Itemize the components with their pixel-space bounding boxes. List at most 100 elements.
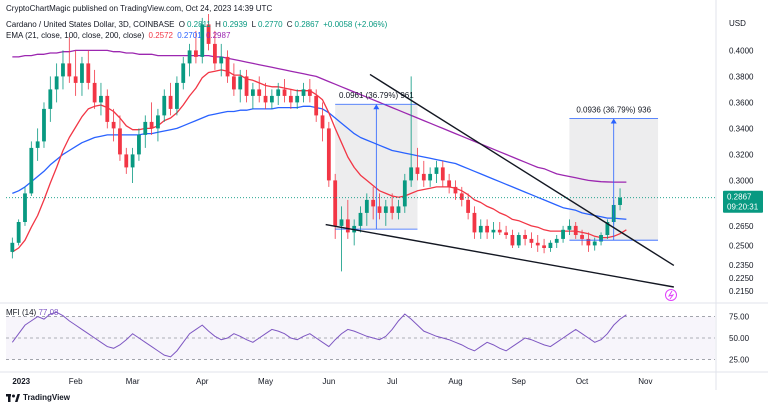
candle [301,82,306,103]
alert-icon[interactable] [665,289,677,301]
candle-body [194,50,198,57]
candle-body [23,193,27,222]
candle [383,199,388,226]
ema100-line [12,105,627,220]
candle-body [99,95,103,103]
alert-icon-bolt [667,290,675,300]
candle [213,30,217,70]
candle [371,186,376,220]
candle-body [402,180,407,207]
ema21-line [11,69,627,253]
candle-body [149,121,154,129]
candle-body [250,89,255,96]
candle-body [548,242,553,248]
candle [124,147,129,174]
candle [453,180,458,200]
candle-body [42,108,46,142]
candle [472,206,477,239]
candle-body [124,154,129,168]
candle [542,238,546,254]
y-tick-label: 0.3400 [729,124,754,133]
candle-body [35,141,40,148]
candle-body [92,82,97,103]
candle [187,43,192,77]
candle-body [440,167,445,181]
candle-body [73,76,78,83]
candle-body [156,115,160,129]
candle [105,89,110,129]
candle-body [187,50,192,64]
candle-body [497,229,502,233]
candle [529,232,534,248]
tradingview-logo-icon [6,393,20,402]
candle-body [466,199,471,213]
candle [497,222,502,235]
mfi-tick-label: 25.00 [729,355,750,364]
candle [320,102,325,142]
candle-body [86,63,91,83]
y-tick-label: 0.2150 [729,287,754,296]
candle-body [605,222,610,235]
candle [206,14,211,51]
mfi-legend[interactable]: MFI (14) 77.08 [6,308,59,317]
candle [390,193,395,220]
candle [54,63,59,103]
candle [307,79,312,103]
candle-body [282,89,287,96]
tradingview-footer[interactable]: TradingView [6,393,70,402]
candle-body [415,167,420,174]
x-tick-label: 2023 [12,377,30,386]
wedge-trendline [325,223,674,288]
ema-legend[interactable]: EMA (21, close, 100, close, 200, close) … [6,31,232,40]
candle-body [599,235,603,242]
candle [580,229,584,246]
candle [586,232,591,252]
y-tick-label: 0.2250 [729,274,754,283]
y-tick-label: 0.4000 [729,46,754,55]
candle [535,235,540,252]
candle-body [61,63,65,77]
candle [118,115,122,161]
candle-body [320,115,325,129]
candle [548,240,553,252]
candle-body [225,56,230,77]
candle-body [434,167,439,174]
candle-body [421,173,426,181]
candle-body [219,56,224,64]
candle-body [307,89,312,96]
candle-body [573,225,578,235]
candle [345,199,350,239]
candle [238,69,243,103]
candle-body [396,206,401,213]
candle-body [428,173,433,181]
candle-body [478,225,483,233]
wedge-trendline [369,73,675,267]
candle-body [459,193,464,200]
candle [567,219,572,235]
candle [485,219,490,239]
candle [10,237,15,259]
open-value: 0.2811 [187,20,211,29]
mfi-line [11,311,627,358]
candle-body [326,128,331,181]
candle-body [371,199,376,207]
low-label: L [251,20,257,29]
symbol-legend[interactable]: Cardano / United States Dollar, 3D, COIN… [6,20,389,29]
candle-body [390,206,395,213]
candle [396,199,401,220]
candle-body [288,95,293,103]
candle [16,219,21,246]
candle [231,63,236,96]
candle-body [447,180,452,187]
candle-body [383,206,388,213]
candle-body [516,235,521,246]
candle [421,160,426,187]
measure-label: 0.0961 (36.79%) 961 [339,91,414,100]
candle [504,225,508,239]
x-tick-label: Jul [387,377,397,386]
candle [314,89,319,122]
measure-arrow-head [373,104,380,110]
candle-body [111,121,116,129]
candle-body [618,197,622,205]
